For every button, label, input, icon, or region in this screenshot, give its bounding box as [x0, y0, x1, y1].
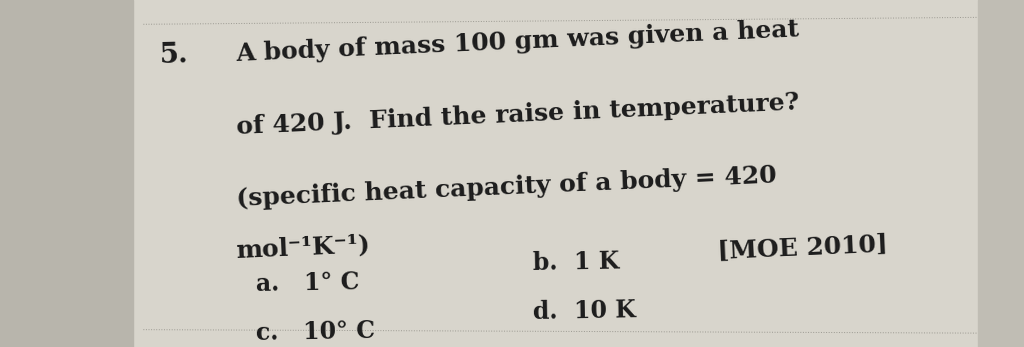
- Text: a.   1° C: a. 1° C: [256, 271, 359, 296]
- Text: A body of mass 100 gm was given a heat: A body of mass 100 gm was given a heat: [236, 17, 800, 66]
- Text: d.  10 K: d. 10 K: [532, 298, 636, 324]
- Text: (specific heat capacity of a body = 420: (specific heat capacity of a body = 420: [236, 163, 776, 211]
- Text: 5.: 5.: [159, 42, 188, 69]
- Text: mol⁻¹K⁻¹): mol⁻¹K⁻¹): [236, 232, 371, 262]
- Text: [MOE 2010]: [MOE 2010]: [717, 232, 888, 264]
- Bar: [0, 0, 133, 347]
- Bar: [978, 0, 1024, 347]
- Text: of 420 J.  Find the raise in temperature?: of 420 J. Find the raise in temperature?: [236, 90, 800, 139]
- Text: b.  1 K: b. 1 K: [532, 250, 620, 275]
- Text: c.   10° C: c. 10° C: [256, 319, 376, 345]
